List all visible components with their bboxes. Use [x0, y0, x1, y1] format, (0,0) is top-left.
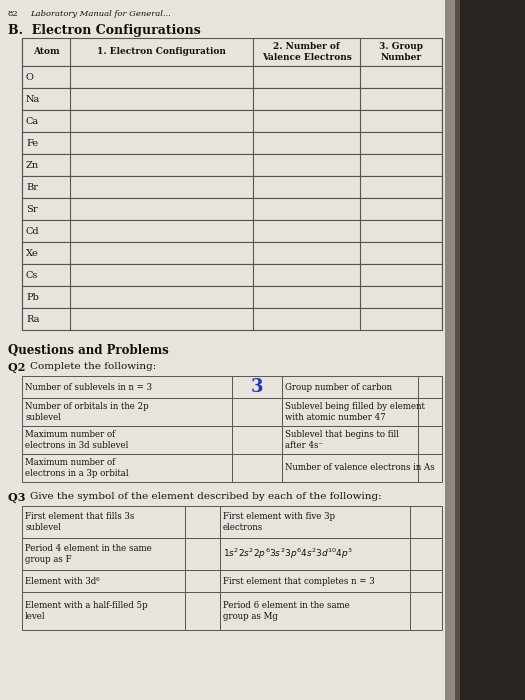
Bar [455, 0, 525, 700]
Text: Sublevel that begins to fill
after 4s⁻: Sublevel that begins to fill after 4s⁻ [285, 430, 399, 449]
Bar [22, 242, 442, 264]
Text: O: O [26, 73, 34, 81]
Text: 82: 82 [8, 10, 18, 18]
Text: Pb: Pb [26, 293, 39, 302]
Bar [22, 286, 442, 308]
Text: Number of valence electrons in As: Number of valence electrons in As [285, 463, 435, 473]
Bar [22, 426, 232, 454]
Bar [220, 570, 410, 592]
Text: Number of orbitals in the 2p
sublevel: Number of orbitals in the 2p sublevel [25, 402, 149, 421]
Text: Ca: Ca [26, 116, 39, 125]
Bar [22, 264, 442, 286]
Bar [282, 376, 418, 398]
Text: Period 4 element in the same
group as F: Period 4 element in the same group as F [25, 545, 152, 564]
Text: Maximum number of
electrons in 3d sublevel: Maximum number of electrons in 3d sublev… [25, 430, 129, 449]
Bar [410, 506, 442, 538]
Bar [220, 592, 410, 630]
Text: Q3: Q3 [8, 492, 33, 503]
Bar [445, 0, 460, 700]
Bar [22, 376, 232, 398]
Text: Zn: Zn [26, 160, 39, 169]
Text: Maximum number of
electrons in a 3p orbital: Maximum number of electrons in a 3p orbi… [25, 458, 129, 477]
Text: Complete the following:: Complete the following: [30, 362, 156, 371]
Text: B.  Electron Configurations: B. Electron Configurations [8, 24, 201, 37]
Text: Element with a half-filled 5p
level: Element with a half-filled 5p level [25, 601, 148, 620]
Text: 3: 3 [251, 378, 263, 396]
Bar [22, 132, 442, 154]
Bar [22, 176, 442, 198]
Text: Element with 3d⁶: Element with 3d⁶ [25, 577, 100, 585]
Text: Fe: Fe [26, 139, 38, 148]
Text: First element with five 3p
electrons: First element with five 3p electrons [223, 512, 335, 531]
Bar [22, 570, 185, 592]
Bar [220, 506, 410, 538]
Text: Sublevel being filled by element
with atomic number 47: Sublevel being filled by element with at… [285, 402, 425, 421]
Bar [410, 570, 442, 592]
Bar [418, 398, 442, 426]
Text: Give the symbol of the element described by each of the following:: Give the symbol of the element described… [30, 492, 382, 501]
Bar [22, 66, 442, 88]
Text: First element that completes n = 3: First element that completes n = 3 [223, 577, 375, 585]
Text: Q2: Q2 [8, 362, 33, 373]
Bar [22, 154, 442, 176]
Bar [185, 538, 220, 570]
Bar [232, 454, 282, 482]
Text: Xe: Xe [26, 248, 39, 258]
Bar [185, 592, 220, 630]
Bar [22, 198, 442, 220]
Text: Cs: Cs [26, 270, 38, 279]
Text: Sr: Sr [26, 204, 37, 214]
Text: Period 6 element in the same
group as Mg: Period 6 element in the same group as Mg [223, 601, 350, 620]
Text: Number of sublevels in n = 3: Number of sublevels in n = 3 [25, 382, 152, 391]
Bar [232, 398, 282, 426]
Text: Group number of carbon: Group number of carbon [285, 382, 392, 391]
Bar [22, 220, 442, 242]
Bar [22, 38, 442, 66]
Bar [22, 454, 232, 482]
Text: Cd: Cd [26, 227, 39, 235]
Bar [22, 592, 185, 630]
Bar [410, 538, 442, 570]
Text: Atom: Atom [33, 48, 59, 57]
Bar [418, 376, 442, 398]
Text: Ra: Ra [26, 314, 39, 323]
Bar [418, 426, 442, 454]
Text: $1s^22s^22p^63s^23p^64s^23d^{10}4p^3$: $1s^22s^22p^63s^23p^64s^23d^{10}4p^3$ [223, 547, 353, 561]
Bar [22, 538, 185, 570]
Text: First element that fills 3s
sublevel: First element that fills 3s sublevel [25, 512, 134, 531]
Text: 3. Group
Number: 3. Group Number [379, 42, 423, 62]
Text: Questions and Problems: Questions and Problems [8, 344, 169, 357]
Bar [22, 110, 442, 132]
Text: Laboratory Manual for General...: Laboratory Manual for General... [30, 10, 171, 18]
Bar [232, 376, 282, 398]
Text: Br: Br [26, 183, 38, 192]
Bar [418, 454, 442, 482]
Bar [22, 88, 442, 110]
Bar [232, 426, 282, 454]
Bar [185, 506, 220, 538]
Bar [185, 570, 220, 592]
Bar [22, 398, 232, 426]
Bar [22, 308, 442, 330]
Bar [22, 506, 185, 538]
Bar [410, 592, 442, 630]
Bar [282, 398, 418, 426]
Text: 2. Number of
Valence Electrons: 2. Number of Valence Electrons [261, 42, 351, 62]
Bar [282, 426, 418, 454]
Bar [0, 0, 460, 700]
Bar [282, 454, 418, 482]
Text: Na: Na [26, 94, 40, 104]
Bar [220, 538, 410, 570]
Text: 1. Electron Configuration: 1. Electron Configuration [97, 48, 226, 57]
